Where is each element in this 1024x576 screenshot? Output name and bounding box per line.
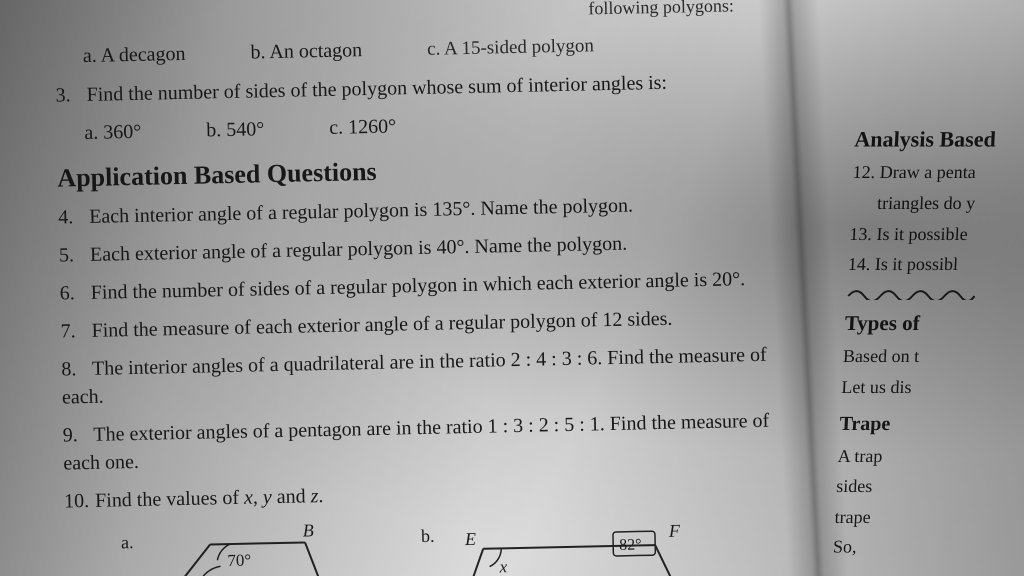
fig-a-label: a.: [121, 532, 134, 553]
q6-number: 6.: [59, 279, 86, 308]
q9-number: 9.: [62, 421, 89, 450]
q10-number: 10.: [64, 487, 91, 516]
section-heading: Application Based Questions: [57, 148, 777, 193]
right-let: Let us dis: [841, 372, 1024, 403]
q4-number: 4.: [58, 203, 85, 232]
fig-b-svg: E F x 82°: [455, 514, 697, 576]
opt-octagon: b. An octagon: [250, 36, 362, 66]
q3-text: Find the number of sides of the polygon …: [86, 72, 667, 106]
left-page: following polygons: a. A decagon b. An o…: [54, 0, 787, 576]
q10-text: Find the values of x, y and z.: [95, 485, 324, 512]
q6-text: Find the number of sides of a regular po…: [91, 268, 746, 304]
figure-b: b. E F x 82°: [455, 514, 697, 576]
right-atrap: A trap: [837, 441, 1024, 472]
question-8: 8. The interior angles of a quadrilatera…: [61, 340, 782, 411]
question-5: 5. Each exterior angle of a regular poly…: [59, 226, 779, 269]
right-heading: Analysis Based: [853, 120, 1024, 157]
q5-number: 5.: [59, 241, 86, 270]
question-7: 7. Find the measure of each exterior ang…: [60, 302, 780, 345]
fig-b-angle-x: x: [498, 557, 507, 576]
right-q14: 14. Is it possibl: [847, 249, 1024, 280]
q3-options-row: a. 360° b. 540° c. 1260°: [56, 104, 776, 147]
q3-opt-a: a. 360°: [84, 118, 141, 147]
q3-opt-b: b. 540°: [206, 115, 265, 144]
right-q13: 13. Is it possible: [849, 219, 1024, 250]
q4-text: Each interior angle of a regular polygon…: [89, 194, 633, 227]
q3-opt-c: c. 1260°: [329, 112, 396, 141]
right-q12: 12. Draw a penta: [852, 158, 1024, 189]
question-6: 6. Find the number of sides of a regular…: [59, 264, 779, 307]
q8-number: 8.: [61, 355, 88, 384]
question-9: 9. The exterior angles of a pentagon are…: [62, 406, 783, 477]
figures-row: a. A B 70° b. E F x: [65, 512, 787, 576]
prev-question-tail: following polygons:: [54, 0, 774, 33]
q7-number: 7.: [60, 317, 87, 346]
fig-b-point-f: F: [668, 520, 681, 540]
question-3: 3. Find the number of sides of the polyg…: [55, 66, 775, 109]
opt-decagon: a. A decagon: [83, 40, 186, 70]
q5-text: Each exterior angle of a regular polygon…: [90, 232, 628, 265]
prev-options-row: a. A decagon b. An octagon c. A 15-sided…: [55, 28, 775, 72]
fig-a-angle: 70°: [227, 550, 251, 569]
squiggle-divider: [846, 286, 1024, 300]
right-based: Based on t: [842, 341, 1024, 372]
q7-text: Find the measure of each exterior angle …: [91, 308, 672, 342]
right-q12b: triangles do y: [850, 188, 1024, 219]
q3-number: 3.: [55, 81, 82, 110]
question-10: 10. Find the values of x, y and z.: [64, 472, 784, 515]
q9-text: The exterior angles of a pentagon are in…: [63, 409, 769, 474]
fig-a-point-b: B: [303, 520, 314, 540]
right-sides: sides: [835, 471, 1024, 502]
question-4: 4. Each interior angle of a regular poly…: [58, 188, 778, 231]
figure-a: a. A B 70°: [155, 522, 337, 576]
right-so: So,: [832, 532, 1024, 563]
fig-a-svg: A B 70°: [155, 522, 337, 576]
right-trape2: trape: [834, 502, 1024, 533]
right-trape-heading: Trape: [839, 407, 1024, 441]
opt-15sided: c. A 15-sided polygon: [427, 33, 594, 63]
right-types-heading: Types of: [844, 306, 1024, 342]
fig-b-label: b.: [421, 526, 435, 547]
fig-b-angle-82: 82°: [619, 536, 642, 553]
right-page: Analysis Based 12. Draw a penta triangle…: [832, 120, 1024, 562]
q8-text: The interior angles of a quadrilateral a…: [62, 344, 767, 409]
fig-b-point-e: E: [464, 529, 476, 549]
